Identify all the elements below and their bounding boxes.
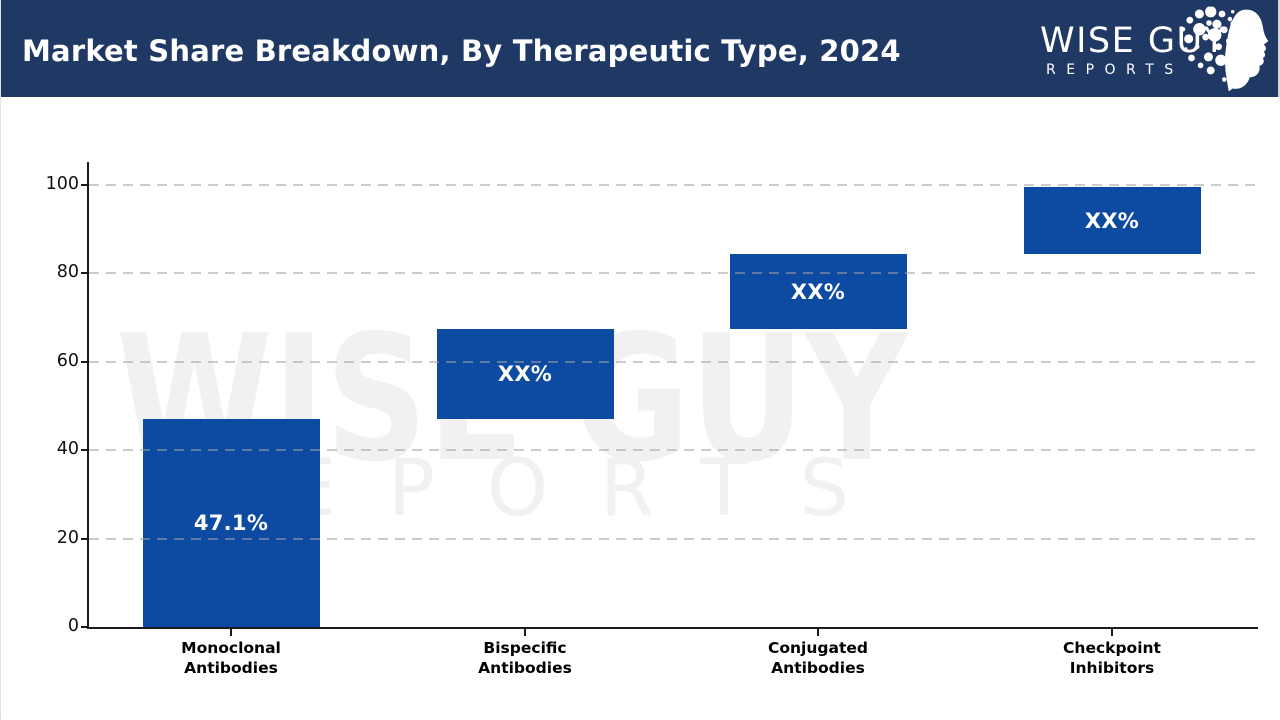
bar-checkpoint-inhibitors: XX% — [1023, 187, 1201, 255]
x-tick-label-conjugated: Conjugated Antibodies — [768, 639, 868, 677]
bar-value-label: XX% — [790, 279, 846, 304]
y-tick-mark — [81, 626, 88, 628]
bar-conjugated-antibodies: XX% — [729, 254, 907, 330]
y-tick-mark — [81, 184, 88, 186]
bar-monoclonal-antibodies: 47.1% — [142, 418, 320, 627]
x-tick-label-checkpoint: Checkpoint Inhibitors — [1063, 639, 1161, 677]
gridline — [89, 360, 1257, 363]
x-tick-label-monoclonal: Monoclonal Antibodies — [181, 639, 281, 677]
header-bar: Market Share Breakdown, By Therapeutic T… — [1, 0, 1278, 97]
bar-value-label: XX% — [1084, 208, 1140, 233]
y-tick-mark — [81, 537, 88, 540]
y-tick-label: 80 — [56, 262, 79, 283]
gridline — [89, 272, 1257, 275]
x-tick-mark — [230, 629, 232, 636]
x-tick-mark — [524, 629, 526, 636]
y-tick-label: 20 — [56, 527, 79, 548]
x-tick-mark — [1111, 629, 1113, 636]
y-tick-mark — [81, 449, 88, 452]
y-tick-mark — [81, 272, 88, 275]
gridline — [89, 537, 1257, 540]
brand-logo-subtext: REPORTS — [1046, 62, 1184, 78]
brand-logo: WISE GUY REPORTS — [1012, 4, 1270, 94]
x-tick-label-bispecific: Bispecific Antibodies — [478, 639, 572, 677]
bar-bispecific-antibodies: XX% — [436, 329, 614, 419]
y-axis-line — [87, 162, 89, 629]
chart-title: Market Share Breakdown, By Therapeutic T… — [22, 34, 901, 68]
bar-value-label: XX% — [497, 361, 553, 386]
bar-value-label: 47.1% — [193, 510, 269, 535]
gridline — [89, 184, 1257, 186]
chart-plot-area: WISE GUY REPORTS 0 20 40 60 80 100 47.1%… — [1, 97, 1280, 720]
wise-guy-face-icon — [1174, 6, 1270, 92]
x-axis-line — [87, 627, 1258, 629]
y-tick-mark — [81, 360, 88, 363]
x-tick-mark — [817, 629, 819, 636]
y-tick-label: 40 — [56, 439, 79, 460]
y-tick-label: 0 — [67, 616, 79, 636]
y-tick-label: 100 — [45, 174, 79, 194]
y-tick-label: 60 — [56, 350, 79, 371]
gridline — [89, 449, 1257, 452]
